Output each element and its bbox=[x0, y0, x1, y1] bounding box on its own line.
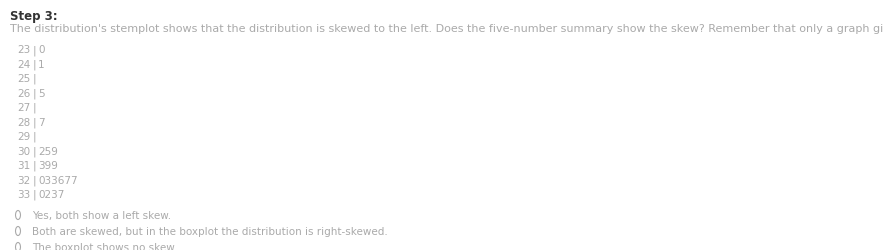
Text: 30: 30 bbox=[17, 146, 30, 156]
Text: |: | bbox=[33, 88, 36, 99]
Text: 259: 259 bbox=[38, 146, 58, 156]
Text: 26: 26 bbox=[17, 88, 30, 98]
Text: 5: 5 bbox=[38, 88, 45, 98]
Text: 7: 7 bbox=[38, 117, 45, 127]
Text: 24: 24 bbox=[17, 60, 30, 70]
Text: |: | bbox=[33, 59, 36, 70]
Text: Step 3:: Step 3: bbox=[10, 10, 57, 23]
Text: |: | bbox=[33, 146, 36, 156]
Text: 033677: 033677 bbox=[38, 175, 78, 185]
Text: |: | bbox=[33, 45, 36, 55]
Text: 32: 32 bbox=[17, 175, 30, 185]
Text: 1: 1 bbox=[38, 60, 45, 70]
Text: |: | bbox=[33, 132, 36, 142]
Text: 399: 399 bbox=[38, 160, 58, 170]
Text: |: | bbox=[33, 160, 36, 171]
Text: Both are skewed, but in the boxplot the distribution is right-skewed.: Both are skewed, but in the boxplot the … bbox=[32, 226, 388, 236]
Text: 28: 28 bbox=[17, 117, 30, 127]
Text: |: | bbox=[33, 189, 36, 200]
Text: |: | bbox=[33, 175, 36, 185]
Text: 23: 23 bbox=[17, 45, 30, 55]
Text: 33: 33 bbox=[17, 190, 30, 200]
Text: The distribution's stemplot shows that the distribution is skewed to the left. D: The distribution's stemplot shows that t… bbox=[10, 24, 883, 34]
Text: |: | bbox=[33, 74, 36, 84]
Text: 0237: 0237 bbox=[38, 190, 64, 200]
Text: 27: 27 bbox=[17, 103, 30, 113]
Text: Yes, both show a left skew.: Yes, both show a left skew. bbox=[32, 210, 171, 220]
Text: 0: 0 bbox=[38, 45, 44, 55]
Text: 25: 25 bbox=[17, 74, 30, 84]
Text: |: | bbox=[33, 117, 36, 128]
Text: 31: 31 bbox=[17, 160, 30, 170]
Text: |: | bbox=[33, 102, 36, 113]
Text: 29: 29 bbox=[17, 132, 30, 142]
Text: The boxplot shows no skew.: The boxplot shows no skew. bbox=[32, 242, 177, 250]
